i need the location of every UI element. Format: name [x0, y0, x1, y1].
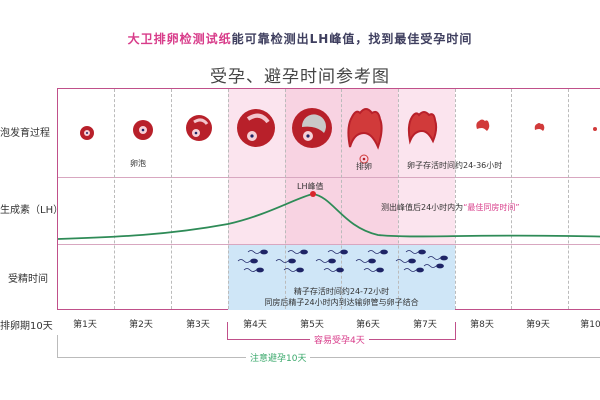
row-divider — [58, 177, 600, 178]
column-divider — [398, 89, 399, 309]
column-divider — [114, 89, 115, 309]
row-label-ovulation-period: 排卵期10天 — [0, 321, 53, 332]
corpus-luteum-icon — [593, 127, 597, 131]
corpus-luteum-icon — [534, 123, 545, 131]
sperm-icon — [423, 263, 444, 269]
sperm-icon — [363, 267, 384, 273]
follicle-icon — [237, 109, 275, 147]
follicle-icon — [133, 120, 153, 140]
day-label: 第8天 — [470, 320, 494, 330]
sperm-icon — [427, 255, 448, 261]
day-label: 第3天 — [186, 320, 210, 330]
day-label: 第2天 — [129, 320, 153, 330]
headline: 大卫排卵检测试纸能可靠检测出LH峰值，找到最佳受孕时间 — [0, 30, 600, 47]
sperm-icon — [283, 267, 304, 273]
sperm-icon — [395, 258, 416, 264]
headline-rest: 能可靠检测出LH峰值，找到最佳受孕时间 — [231, 32, 473, 46]
day-label: 第7天 — [413, 320, 437, 330]
best-time-prefix: 测出峰值后24小时内为 — [381, 203, 464, 212]
sperm-travel-label: 同房后精子24小时内到达输卵管与卵子结合 — [264, 298, 419, 307]
fertile-bracket-label: 容易受孕4天 — [310, 333, 369, 346]
sperm-icon — [327, 249, 348, 255]
row-label-lh: 生成素（LH） — [0, 205, 64, 216]
sperm-icon — [367, 249, 388, 255]
sperm-icon — [355, 258, 376, 264]
sperm-survival-label: 精子存活时间约24-72小时 — [293, 287, 390, 296]
sperm-icon — [237, 258, 258, 264]
sperm-icon — [247, 249, 268, 255]
ruptured-follicle-icon — [347, 108, 383, 164]
lh-peak-marker — [310, 191, 316, 197]
day-label: 第4天 — [243, 320, 267, 330]
corpus-luteum-icon — [407, 111, 438, 145]
lh-curve-chart — [58, 191, 600, 240]
column-divider — [285, 89, 286, 309]
ovulation-label: 排卵 — [356, 162, 372, 171]
row-label-follicle: 泡发育过程 — [0, 128, 50, 139]
sperm-icon — [323, 267, 344, 273]
sperm-icon — [287, 249, 308, 255]
follicle-icon — [80, 126, 94, 140]
best-time-note: 测出峰值后24小时内为“最佳同房时间” — [381, 202, 519, 213]
sperm-icon — [403, 267, 424, 273]
lh-peak-label: LH峰值 — [297, 182, 324, 191]
avoid-bracket-label: 注意避孕10天 — [246, 351, 311, 364]
headline-brand: 大卫排卵检测试纸 — [127, 32, 232, 46]
day-label: 第1天 — [73, 320, 97, 330]
diagram-title: 受孕、避孕时间参考图 — [210, 67, 390, 87]
sperm-icon — [243, 267, 264, 273]
follicle-icon — [292, 108, 332, 148]
egg-survival-label: 卵子存活时间约24-36小时 — [407, 161, 503, 170]
row-label-fertilization: 受精时间 — [8, 274, 48, 285]
sperm-icon — [315, 258, 336, 264]
follicle-development-icons — [80, 108, 597, 164]
avoid-bracket — [57, 335, 600, 358]
best-time-highlight: “最佳同房时间” — [463, 203, 520, 212]
sperm-icons — [237, 249, 448, 273]
follicle-icon — [186, 115, 212, 141]
lh-curve — [58, 193, 600, 240]
sperm-icon — [405, 249, 426, 255]
day-label: 第10天 — [580, 320, 600, 330]
day-label: 第6天 — [356, 320, 380, 330]
column-divider — [341, 89, 342, 309]
day-label: 第5天 — [300, 320, 324, 330]
diagram-grid: 卵泡 排卵 卵子存活时间约24-36小时 LH峰值 测出峰值后24小时内为“最佳… — [57, 88, 600, 310]
column-divider — [228, 89, 229, 309]
column-divider — [511, 89, 512, 309]
sperm-icon — [275, 258, 296, 264]
column-divider — [568, 89, 569, 309]
row-divider — [58, 244, 600, 245]
column-divider — [171, 89, 172, 309]
corpus-luteum-icon — [476, 119, 490, 131]
day-label: 第9天 — [526, 320, 550, 330]
follicle-label: 卵泡 — [130, 159, 146, 168]
column-divider — [455, 89, 456, 309]
